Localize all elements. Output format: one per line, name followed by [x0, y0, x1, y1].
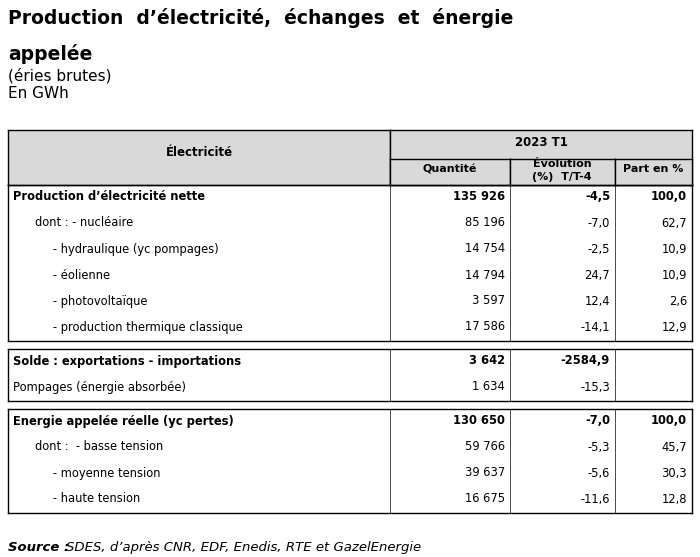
Text: - hydraulique (yc pompages): - hydraulique (yc pompages): [53, 242, 218, 256]
Text: 10,9: 10,9: [662, 268, 687, 281]
Text: - production thermique classique: - production thermique classique: [53, 320, 243, 334]
Text: 45,7: 45,7: [662, 441, 687, 453]
Text: Production d’électricité nette: Production d’électricité nette: [13, 190, 205, 203]
Text: 130 650: 130 650: [453, 414, 505, 428]
Text: 100,0: 100,0: [651, 414, 687, 428]
Text: 16 675: 16 675: [465, 492, 505, 506]
Text: 3 597: 3 597: [472, 295, 505, 307]
Text: 2,6: 2,6: [668, 295, 687, 307]
Text: Energie appelée réelle (yc pertes): Energie appelée réelle (yc pertes): [13, 414, 234, 428]
Text: 1 634: 1 634: [473, 380, 505, 393]
Text: -5,3: -5,3: [587, 441, 610, 453]
Text: (éries brutes): (éries brutes): [8, 68, 111, 84]
Text: 10,9: 10,9: [662, 242, 687, 256]
Text: -11,6: -11,6: [580, 492, 610, 506]
Text: 85 196: 85 196: [465, 217, 505, 229]
Text: 24,7: 24,7: [584, 268, 610, 281]
Text: -5,6: -5,6: [587, 467, 610, 480]
Text: -14,1: -14,1: [580, 320, 610, 334]
Text: SDES, d’après CNR, EDF, Enedis, RTE et GazelEnergie: SDES, d’après CNR, EDF, Enedis, RTE et G…: [66, 541, 421, 554]
Text: 59 766: 59 766: [465, 441, 505, 453]
Text: 12,9: 12,9: [662, 320, 687, 334]
Text: - photovoltaïque: - photovoltaïque: [53, 295, 148, 307]
Text: Électricité: Électricité: [165, 146, 232, 159]
Text: En GWh: En GWh: [8, 86, 69, 101]
Text: -4,5: -4,5: [585, 190, 610, 203]
Text: Production  d’électricité,  échanges  et  énergie: Production d’électricité, échanges et én…: [8, 8, 513, 28]
Text: 62,7: 62,7: [662, 217, 687, 229]
Text: 2023 T1: 2023 T1: [514, 135, 568, 149]
Text: 14 754: 14 754: [465, 242, 505, 256]
Text: (%)  T/T-4: (%) T/T-4: [532, 172, 592, 182]
Text: Pompages (énergie absorbée): Pompages (énergie absorbée): [13, 380, 186, 393]
Text: 100,0: 100,0: [651, 190, 687, 203]
Text: dont : - nucléaire: dont : - nucléaire: [35, 217, 133, 229]
Text: Évolution: Évolution: [533, 159, 592, 169]
Text: 17 586: 17 586: [465, 320, 505, 334]
Text: Part en %: Part en %: [623, 164, 683, 174]
Text: dont :  - basse tension: dont : - basse tension: [35, 441, 163, 453]
Text: 30,3: 30,3: [662, 467, 687, 480]
Text: 3 642: 3 642: [469, 354, 505, 368]
Text: - haute tension: - haute tension: [53, 492, 140, 506]
Text: -7,0: -7,0: [585, 414, 610, 428]
Text: Quantité: Quantité: [423, 164, 477, 174]
Text: 12,8: 12,8: [662, 492, 687, 506]
Text: Source :: Source :: [8, 541, 74, 554]
Text: 39 637: 39 637: [465, 467, 505, 480]
Text: -2,5: -2,5: [587, 242, 610, 256]
Text: appelée: appelée: [8, 44, 92, 64]
Text: -2584,9: -2584,9: [561, 354, 610, 368]
Text: - moyenne tension: - moyenne tension: [53, 467, 160, 480]
Text: -7,0: -7,0: [587, 217, 610, 229]
Text: 12,4: 12,4: [584, 295, 610, 307]
Text: Solde : exportations - importations: Solde : exportations - importations: [13, 354, 241, 368]
Text: 135 926: 135 926: [453, 190, 505, 203]
Text: - éolienne: - éolienne: [53, 268, 110, 281]
Text: 14 794: 14 794: [465, 268, 505, 281]
Text: -15,3: -15,3: [580, 380, 610, 393]
